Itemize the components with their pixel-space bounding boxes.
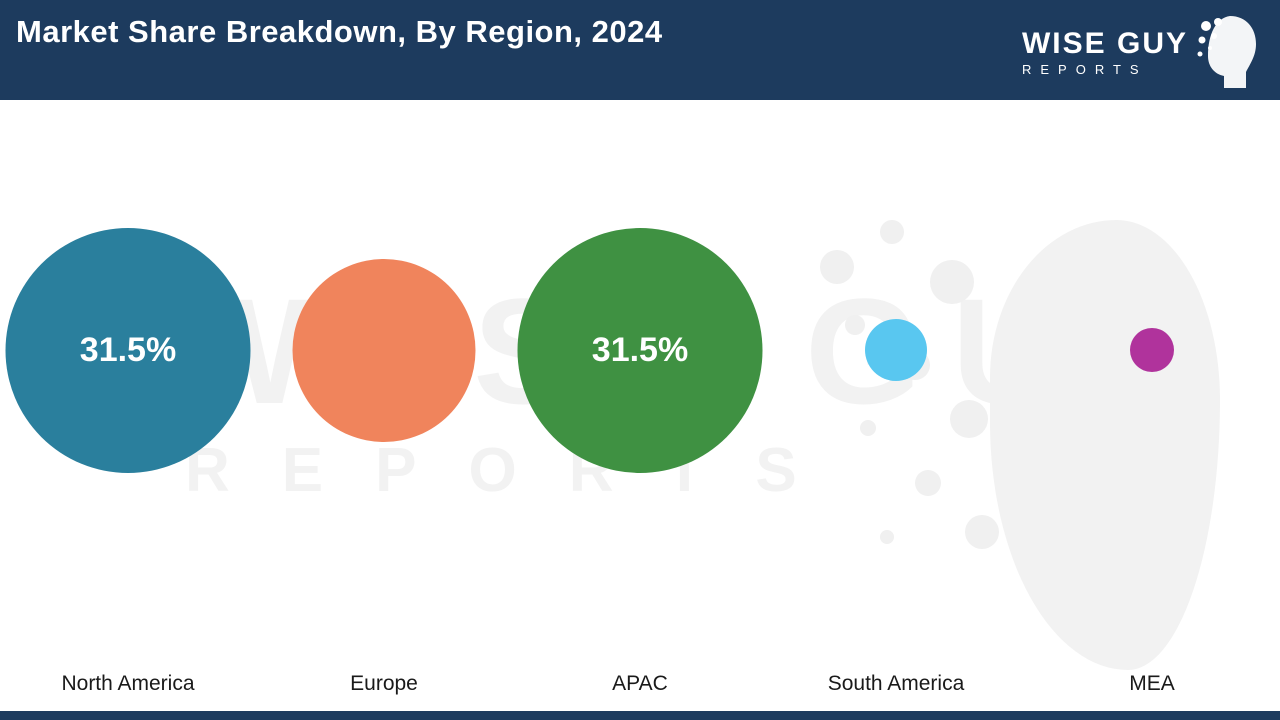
- bubble-europe: [292, 258, 476, 442]
- category-label: APAC: [612, 672, 668, 695]
- bubble-value-label: 31.5%: [591, 330, 689, 369]
- watermark-dot: [915, 470, 941, 496]
- head-profile-icon: [1197, 16, 1256, 88]
- region-column-south-america: South America: [768, 100, 1024, 712]
- page-title: Market Share Breakdown, By Region, 2024: [16, 14, 663, 49]
- region-column-europe: Europe: [256, 100, 512, 712]
- watermark-dot: [820, 250, 854, 284]
- watermark-dot: [950, 400, 988, 438]
- region-column-mea: MEA: [1024, 100, 1280, 712]
- brand-logo-text: WISE GUY REPORTS: [1021, 26, 1188, 77]
- footer-bar: [0, 711, 1280, 720]
- watermark-dot: [860, 420, 876, 436]
- brand-logo: WISE GUY REPORTS: [1022, 14, 1258, 90]
- watermark-dot: [880, 530, 894, 544]
- watermark-head-silhouette: [990, 220, 1220, 670]
- watermark-dot: [845, 315, 865, 335]
- category-label: North America: [61, 672, 195, 695]
- category-label: MEA: [1129, 672, 1175, 695]
- bubble-apac: 31.5%: [517, 227, 763, 473]
- bubble-value-label: 31.5%: [79, 330, 177, 369]
- watermark-dot: [880, 220, 904, 244]
- category-label: South America: [827, 672, 965, 695]
- bubble-south-america: [865, 319, 927, 381]
- category-label: Europe: [350, 672, 418, 695]
- header-bar: Market Share Breakdown, By Region, 2024 …: [0, 0, 1280, 100]
- watermark-dot: [965, 515, 999, 549]
- brand-name: WISE GUY: [1021, 26, 1188, 60]
- chart-area: WISE GUY REPORTS 31.5%North AmericaEurop…: [0, 100, 1280, 712]
- region-column-north-america: 31.5% North America: [0, 100, 256, 712]
- watermark-dot: [930, 260, 974, 304]
- bubble-chart: 31.5% North America Europe 31.5% APAC South A…: [0, 100, 1280, 712]
- region-column-apac: 31.5% APAC: [512, 100, 768, 712]
- bubble-mea: [1130, 328, 1174, 372]
- bubble-north-america: 31.5%: [5, 227, 251, 473]
- brand-subtitle: REPORTS: [1021, 61, 1148, 77]
